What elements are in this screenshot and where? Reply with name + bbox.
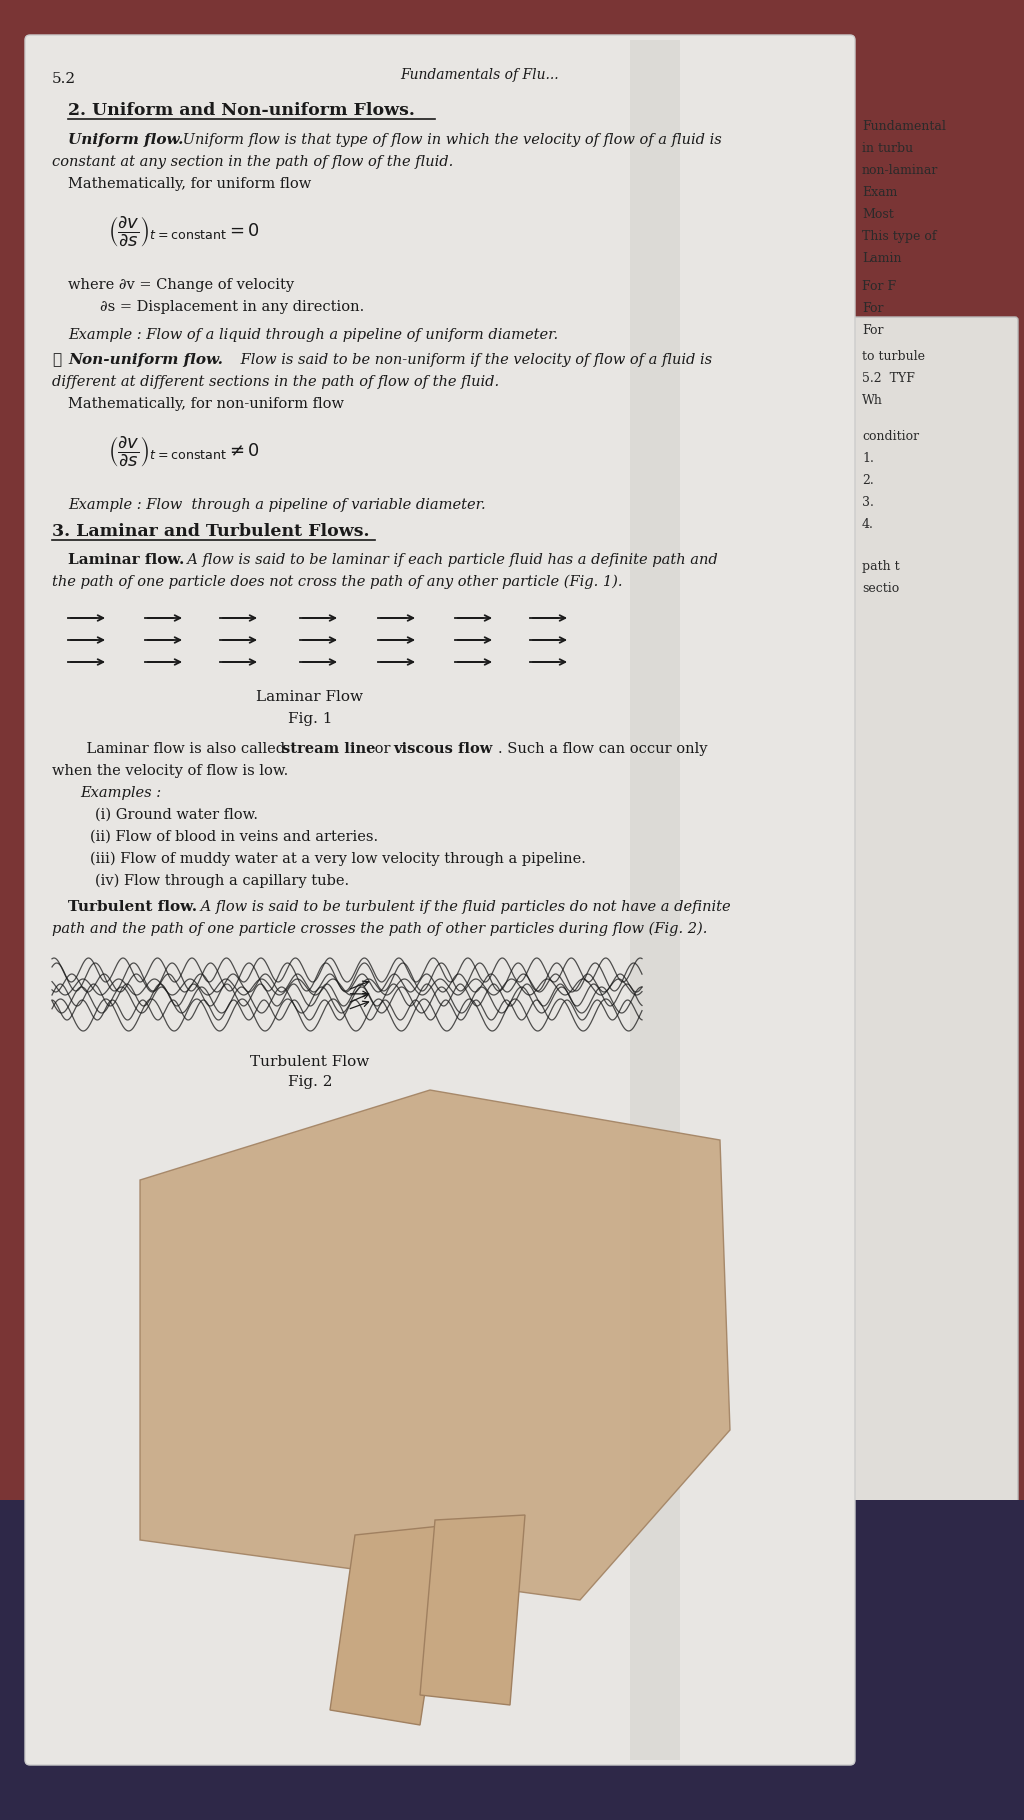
Text: Most: Most <box>862 207 894 220</box>
FancyBboxPatch shape <box>847 317 1018 1724</box>
FancyBboxPatch shape <box>0 1500 1024 1820</box>
Text: 4.: 4. <box>862 519 873 531</box>
Text: Uniform flow is that type of flow in which the velocity of flow of a fluid is: Uniform flow is that type of flow in whi… <box>178 133 722 147</box>
Text: Laminar Flow: Laminar Flow <box>256 690 364 704</box>
Text: Fundamentals of Flu...: Fundamentals of Flu... <box>400 67 559 82</box>
Text: 2. Uniform and Non-uniform Flows.: 2. Uniform and Non-uniform Flows. <box>68 102 415 118</box>
Text: 3.: 3. <box>862 497 873 510</box>
Polygon shape <box>140 1090 730 1600</box>
Text: ✓: ✓ <box>52 353 61 368</box>
Text: Fig. 2: Fig. 2 <box>288 1076 332 1088</box>
Text: (iv) Flow through a capillary tube.: (iv) Flow through a capillary tube. <box>95 874 349 888</box>
Text: constant at any section in the path of flow of the fluid.: constant at any section in the path of f… <box>52 155 454 169</box>
Polygon shape <box>420 1514 525 1705</box>
Text: (ii) Flow of blood in veins and arteries.: (ii) Flow of blood in veins and arteries… <box>90 830 378 844</box>
Text: Example : Flow  through a pipeline of variable diameter.: Example : Flow through a pipeline of var… <box>68 499 485 511</box>
Text: where ∂v = Change of velocity: where ∂v = Change of velocity <box>68 278 294 291</box>
FancyBboxPatch shape <box>630 40 680 1760</box>
Text: 5.2  TYF: 5.2 TYF <box>862 371 914 386</box>
Text: ∂s = Displacement in any direction.: ∂s = Displacement in any direction. <box>100 300 365 315</box>
Text: stream line: stream line <box>282 743 376 755</box>
Text: Fig. 1: Fig. 1 <box>288 712 332 726</box>
Text: sectio: sectio <box>862 582 899 595</box>
Text: 1.: 1. <box>862 451 873 464</box>
Text: For F: For F <box>862 280 896 293</box>
Text: $\left(\dfrac{\partial v}{\partial s}\right)_{t=\mathrm{constant}}$$\neq 0$: $\left(\dfrac{\partial v}{\partial s}\ri… <box>108 435 260 470</box>
Text: A flow is said to be turbulent if the fluid particles do not have a definite: A flow is said to be turbulent if the fl… <box>196 901 731 914</box>
Text: For: For <box>862 324 884 337</box>
Text: Turbulent Flow: Turbulent Flow <box>251 1056 370 1068</box>
Text: Turbulent flow.: Turbulent flow. <box>68 901 198 914</box>
Text: when the velocity of flow is low.: when the velocity of flow is low. <box>52 764 288 777</box>
Text: Fundamental: Fundamental <box>862 120 946 133</box>
FancyBboxPatch shape <box>25 35 855 1765</box>
Text: This type of: This type of <box>862 229 937 244</box>
Text: . Such a flow can occur only: . Such a flow can occur only <box>498 743 708 755</box>
Text: $\left(\dfrac{\partial v}{\partial s}\right)_{t=\mathrm{constant}}$$= 0$: $\left(\dfrac{\partial v}{\partial s}\ri… <box>108 215 260 249</box>
Polygon shape <box>330 1525 450 1725</box>
Text: path t: path t <box>862 561 900 573</box>
Text: 3. Laminar and Turbulent Flows.: 3. Laminar and Turbulent Flows. <box>52 522 370 541</box>
Text: Laminar flow is also called: Laminar flow is also called <box>68 743 290 755</box>
Text: Lamin: Lamin <box>862 251 901 266</box>
Text: Example : Flow of a liquid through a pipeline of uniform diameter.: Example : Flow of a liquid through a pip… <box>68 328 558 342</box>
Text: the path of one particle does not cross the path of any other particle (Fig. 1).: the path of one particle does not cross … <box>52 575 623 590</box>
Text: For: For <box>862 302 884 315</box>
Text: Exam: Exam <box>862 186 897 198</box>
Text: 5.2: 5.2 <box>52 73 76 86</box>
Text: Mathematically, for non-uniform flow: Mathematically, for non-uniform flow <box>68 397 344 411</box>
Text: (i) Ground water flow.: (i) Ground water flow. <box>95 808 258 823</box>
Text: Flow is said to be non-uniform if the velocity of flow of a fluid is: Flow is said to be non-uniform if the ve… <box>236 353 712 368</box>
Text: Uniform flow.: Uniform flow. <box>68 133 183 147</box>
Text: Examples :: Examples : <box>80 786 161 801</box>
Text: different at different sections in the path of flow of the fluid.: different at different sections in the p… <box>52 375 499 389</box>
Text: to turbule: to turbule <box>862 349 925 362</box>
Text: Non-uniform flow.: Non-uniform flow. <box>68 353 223 368</box>
Text: viscous flow: viscous flow <box>393 743 493 755</box>
Text: Mathematically, for uniform flow: Mathematically, for uniform flow <box>68 177 311 191</box>
Text: 2.: 2. <box>862 473 873 488</box>
Text: or: or <box>370 743 395 755</box>
Text: (iii) Flow of muddy water at a very low velocity through a pipeline.: (iii) Flow of muddy water at a very low … <box>90 852 586 866</box>
Text: conditior: conditior <box>862 430 920 442</box>
Text: path and the path of one particle crosses the path of other particles during flo: path and the path of one particle crosse… <box>52 923 708 937</box>
Text: in turbu: in turbu <box>862 142 913 155</box>
Text: non-laminar: non-laminar <box>862 164 938 177</box>
Text: A flow is said to be laminar if each particle fluid has a definite path and: A flow is said to be laminar if each par… <box>178 553 718 568</box>
Text: Wh: Wh <box>862 393 883 408</box>
Text: Laminar flow.: Laminar flow. <box>68 553 184 568</box>
